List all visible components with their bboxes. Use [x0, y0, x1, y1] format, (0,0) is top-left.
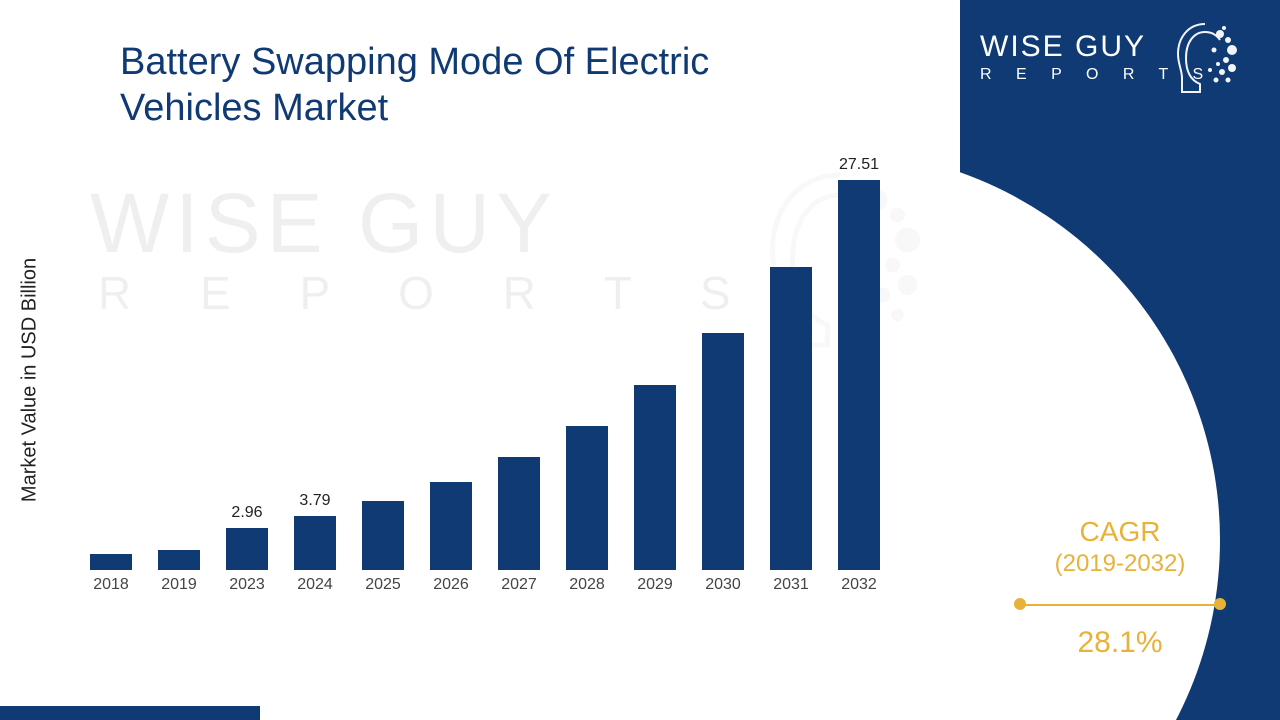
bar [634, 385, 676, 570]
cagr-label: CAGR [1000, 516, 1240, 548]
bar [430, 482, 472, 570]
bar-value-label: 2.96 [217, 504, 277, 522]
bar [158, 550, 200, 570]
bar [294, 516, 336, 570]
cagr-value: 28.1% [1000, 626, 1240, 660]
x-tick-label: 2025 [353, 576, 413, 594]
y-axis-label: Market Value in USD Billion [19, 258, 42, 502]
chart-title: Battery Swapping Mode Of Electric Vehicl… [120, 40, 840, 131]
x-tick-label: 2031 [761, 576, 821, 594]
bar [226, 528, 268, 570]
x-tick-label: 2023 [217, 576, 277, 594]
x-tick-label: 2018 [81, 576, 141, 594]
stage: WISE GUY R E P O R T S Battery Swapping … [0, 0, 1280, 720]
plot-area: 2.963.7927.51 [90, 180, 900, 570]
x-tick-label: 2024 [285, 576, 345, 594]
bar-chart: 2.963.7927.51 20182019202320242025202620… [90, 180, 900, 600]
cagr-sep-line [1020, 604, 1220, 606]
x-tick-label: 2030 [693, 576, 753, 594]
cagr-range: (2019-2032) [1000, 550, 1240, 578]
x-tick-label: 2027 [489, 576, 549, 594]
x-tick-label: 2032 [829, 576, 889, 594]
bar [838, 180, 880, 570]
bar-value-label: 27.51 [829, 156, 889, 174]
cagr-separator [1020, 592, 1220, 616]
x-tick-label: 2019 [149, 576, 209, 594]
y-axis-label-wrap: Market Value in USD Billion [30, 200, 60, 560]
bar [770, 267, 812, 570]
bar [498, 457, 540, 570]
bar [566, 426, 608, 570]
x-tick-label: 2028 [557, 576, 617, 594]
bar-value-label: 3.79 [285, 492, 345, 510]
bar [90, 554, 132, 570]
bar [362, 501, 404, 570]
x-tick-label: 2026 [421, 576, 481, 594]
cagr-sep-dot-left [1014, 598, 1026, 610]
brand-head-icon [1170, 20, 1240, 100]
cagr-block: CAGR (2019-2032) 28.1% [1000, 516, 1240, 660]
x-tick-label: 2029 [625, 576, 685, 594]
cagr-sep-dot-right [1214, 598, 1226, 610]
bottom-accent-bar [0, 706, 260, 720]
bar [702, 333, 744, 570]
